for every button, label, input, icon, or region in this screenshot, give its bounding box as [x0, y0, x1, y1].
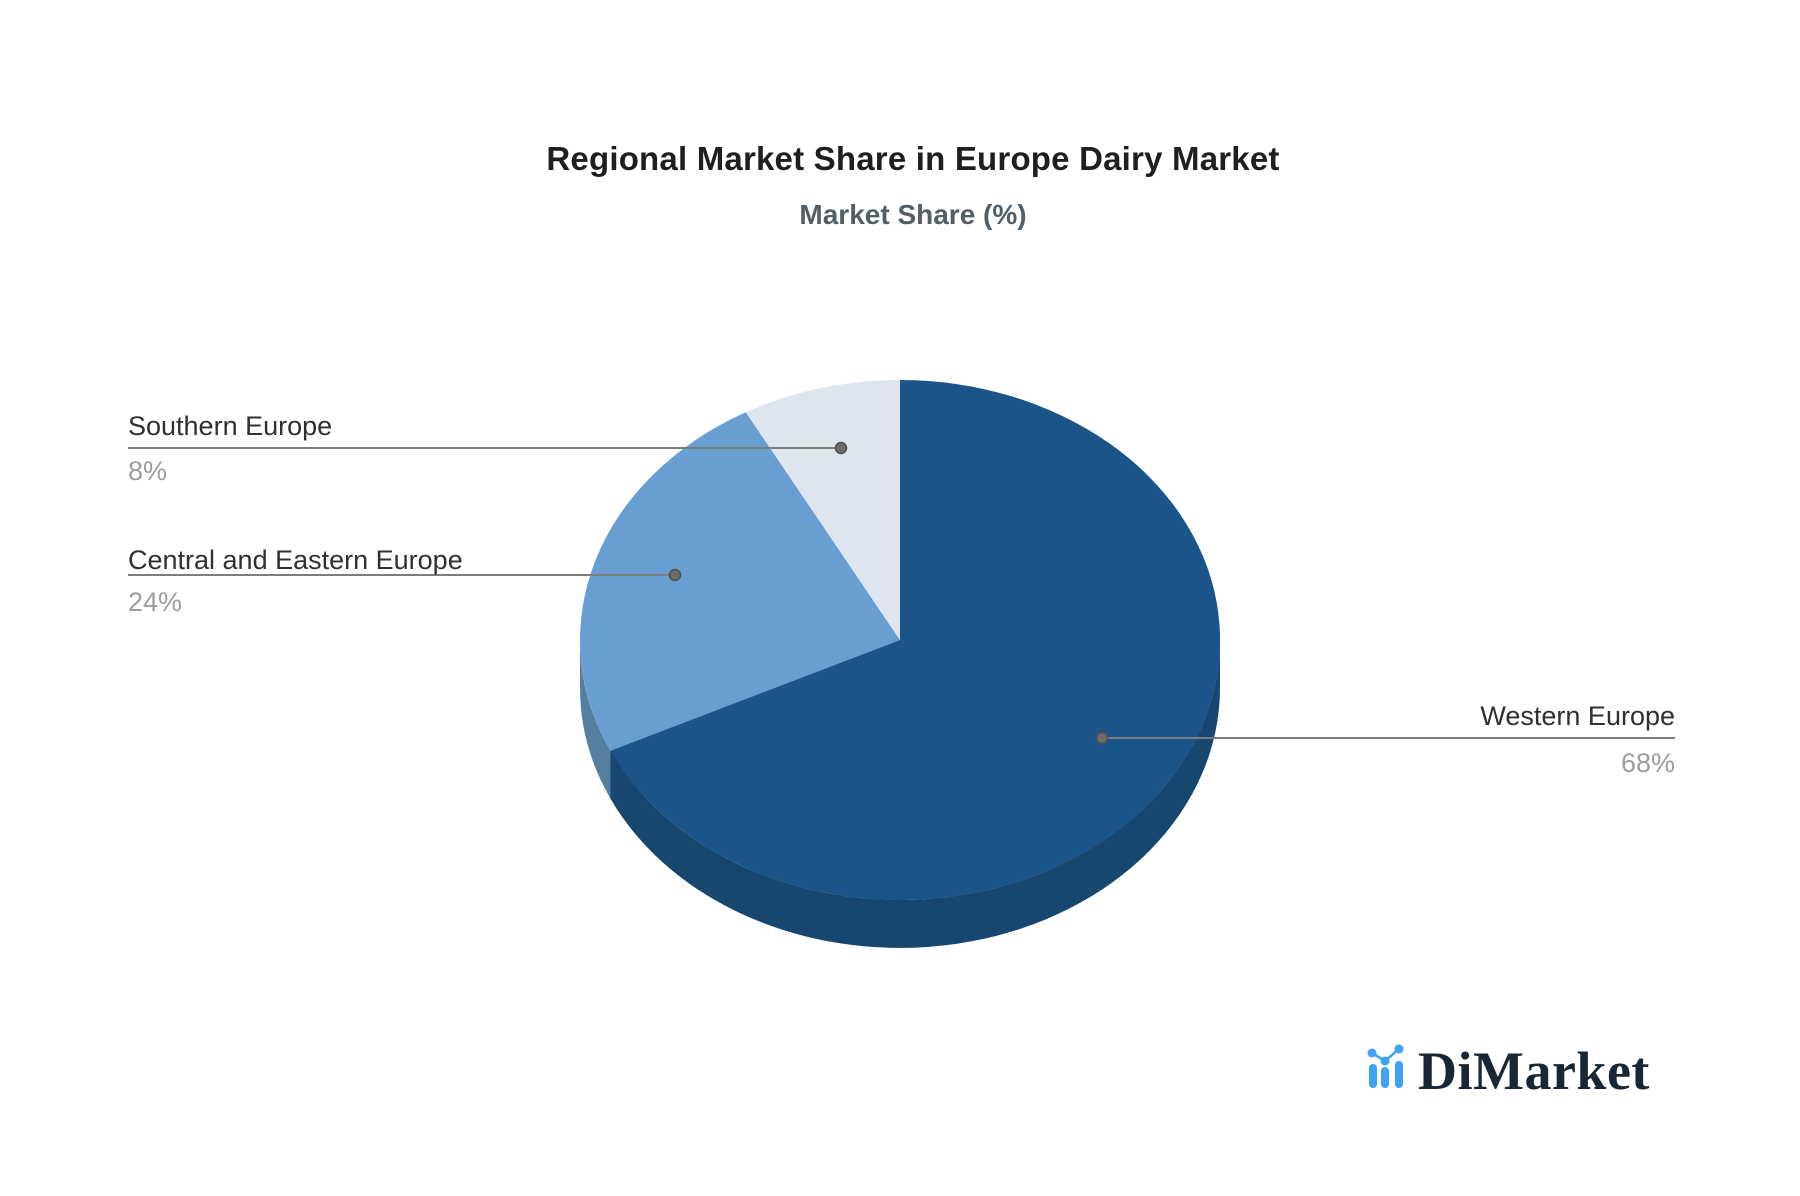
value-central-eastern-europe: 24%	[128, 587, 183, 617]
chart-subtitle: Market Share (%)	[799, 199, 1027, 230]
slice-southern-europe[interactable]	[745, 380, 900, 640]
value-southern-europe: 8%	[128, 456, 168, 486]
logo-bars-icon	[1367, 1044, 1404, 1088]
logo: DiMarket	[1356, 1028, 1649, 1098]
callout-dot-central-eastern-europe	[668, 568, 682, 582]
label-central-eastern-europe: Central and Eastern Europe	[128, 545, 463, 575]
slice-western-europe[interactable]	[610, 380, 1221, 900]
slice-western-europe-side	[610, 640, 1220, 948]
callout-dot-southern-europe	[834, 441, 848, 455]
chart-title: Regional Market Share in Europe Dairy Ma…	[546, 140, 1280, 177]
label-western-europe: Western Europe	[1480, 701, 1675, 731]
logo-bar-group	[1367, 1044, 1404, 1088]
slice-central-and-eastern-europe-side	[580, 640, 611, 799]
logo-text: DiMarket	[1418, 1041, 1650, 1101]
slice-central-and-eastern-europe[interactable]	[580, 412, 900, 751]
value-western-europe: 68%	[1620, 748, 1675, 778]
callout-dot-western-europe	[1095, 731, 1109, 745]
label-southern-europe: Southern Europe	[128, 411, 333, 441]
